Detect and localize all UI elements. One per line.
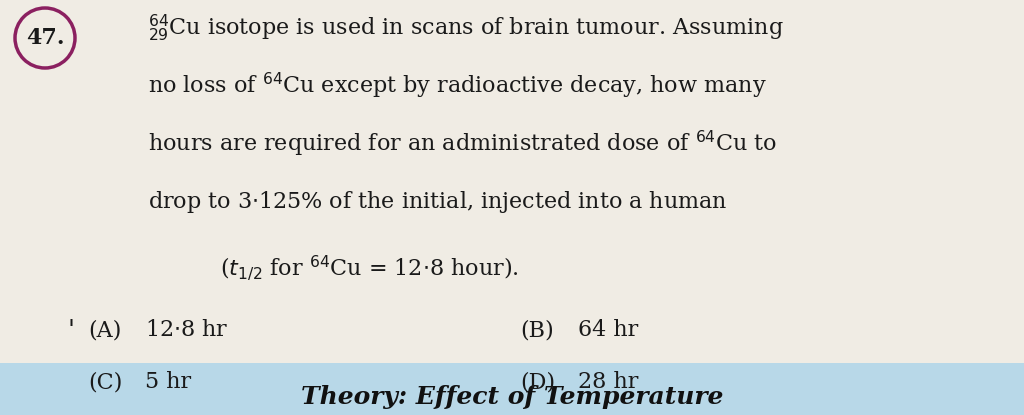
Text: (D): (D) — [520, 371, 555, 393]
Text: no loss of $^{64}$Cu except by radioactive decay, how many: no loss of $^{64}$Cu except by radioacti… — [148, 71, 767, 101]
Text: 47.: 47. — [26, 27, 65, 49]
Bar — [0, 363, 1024, 415]
Text: hours are required for an administrated dose of $^{64}$Cu to: hours are required for an administrated … — [148, 129, 777, 159]
Text: Theory: Effect of Temperature: Theory: Effect of Temperature — [301, 385, 723, 409]
Text: drop to 3$\cdot$125% of the initial, injected into a human: drop to 3$\cdot$125% of the initial, inj… — [148, 189, 727, 215]
Text: 12$\cdot$8 hr: 12$\cdot$8 hr — [145, 319, 228, 341]
Text: 5 hr: 5 hr — [145, 371, 191, 393]
Text: 28 hr: 28 hr — [578, 371, 638, 393]
Text: ($t_{1/2}$ for $^{64}$Cu = 12$\cdot$8 hour).: ($t_{1/2}$ for $^{64}$Cu = 12$\cdot$8 ho… — [220, 253, 519, 283]
Text: 64 hr: 64 hr — [578, 319, 638, 341]
Text: ': ' — [68, 318, 75, 342]
Text: (B): (B) — [520, 319, 554, 341]
Text: (A): (A) — [88, 319, 122, 341]
Text: (C): (C) — [88, 371, 123, 393]
Text: $^{64}_{29}$Cu isotope is used in scans of brain tumour. Assuming: $^{64}_{29}$Cu isotope is used in scans … — [148, 12, 783, 44]
